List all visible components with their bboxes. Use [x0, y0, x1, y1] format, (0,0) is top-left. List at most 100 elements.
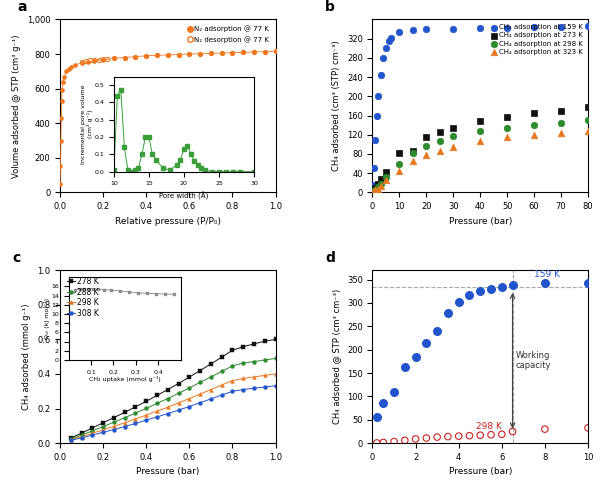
CH₄ adsorption at 273 K	[475, 117, 485, 125]
298 K	[250, 374, 257, 380]
Line: 288 K: 288 K	[69, 356, 277, 441]
298 K	[272, 371, 279, 377]
Point	[400, 364, 410, 372]
278 K	[121, 410, 128, 415]
CH₄ adsorption at 273 K	[502, 112, 512, 120]
Point	[540, 425, 550, 433]
298 K	[143, 412, 150, 418]
CH₄ adsorption at 159 K	[381, 44, 391, 52]
288 K	[110, 419, 118, 425]
CH₄ adsorption at 298 K	[369, 187, 379, 195]
CH₄ adsorption at 323 K	[369, 187, 379, 195]
Point	[411, 435, 421, 443]
298 K	[186, 395, 193, 401]
308 K	[239, 387, 247, 393]
298 K	[261, 373, 268, 378]
CH₄ adsorption at 159 K	[384, 37, 394, 45]
298 K	[121, 420, 128, 426]
Y-axis label: CH₄ adsorbed @ STP (cm³ cm⁻³): CH₄ adsorbed @ STP (cm³ cm⁻³)	[332, 289, 341, 424]
278 K	[89, 425, 96, 431]
CH₄ adsorption at 298 K	[395, 160, 404, 168]
Legend: CH₄ adsorption at 159 K, CH₄ adsorption at 273 K, CH₄ adsorption at 298 K, CH₄ a: CH₄ adsorption at 159 K, CH₄ adsorption …	[490, 23, 584, 56]
Text: 159 K: 159 K	[534, 270, 560, 279]
278 K	[164, 387, 172, 393]
CH₄ adsorption at 298 K	[449, 132, 458, 140]
308 K	[196, 400, 203, 406]
298 K	[207, 387, 214, 393]
Point	[486, 285, 496, 293]
308 K	[110, 427, 118, 432]
298 K	[154, 408, 161, 414]
CH₄ adsorption at 323 K	[556, 129, 566, 137]
308 K	[143, 417, 150, 423]
278 K	[78, 430, 85, 436]
308 K	[272, 383, 279, 389]
278 K	[272, 337, 279, 342]
CH₄ adsorption at 298 K	[529, 121, 539, 129]
CH₄ adsorption at 159 K	[369, 165, 379, 172]
CH₄ adsorption at 273 K	[529, 109, 539, 117]
278 K	[196, 368, 203, 374]
CH₄ adsorption at 323 K	[368, 188, 378, 196]
298 K	[78, 434, 85, 440]
298 K	[67, 437, 74, 443]
Line: 308 K: 308 K	[69, 384, 277, 442]
Point	[372, 413, 382, 421]
CH₄ adsorption at 273 K	[408, 147, 418, 154]
CH₄ adsorption at 298 K	[373, 183, 383, 191]
CH₄ adsorption at 273 K	[376, 175, 385, 183]
CH₄ adsorption at 323 K	[422, 151, 431, 159]
Line: 298 K: 298 K	[69, 372, 277, 442]
CH₄ adsorption at 323 K	[502, 133, 512, 141]
X-axis label: Pressure (bar): Pressure (bar)	[449, 217, 512, 225]
CH₄ adsorption at 273 K	[583, 103, 593, 111]
Point	[497, 282, 506, 290]
278 K	[218, 355, 225, 360]
288 K	[78, 432, 85, 438]
CH₄ adsorption at 159 K	[395, 29, 404, 37]
CH₄ adsorption at 273 K	[381, 169, 391, 176]
CH₄ adsorption at 159 K	[379, 54, 388, 62]
278 K	[67, 435, 74, 441]
CH₄ adsorption at 159 K	[475, 24, 485, 32]
288 K	[154, 400, 161, 406]
298 K	[218, 382, 225, 388]
CH₄ adsorption at 273 K	[368, 187, 378, 195]
Point	[508, 281, 517, 289]
Point	[464, 432, 474, 440]
278 K	[110, 414, 118, 420]
278 K	[143, 398, 150, 404]
CH₄ adsorption at 159 K	[408, 26, 418, 34]
Point	[497, 431, 506, 438]
288 K	[207, 374, 214, 380]
298 K	[89, 431, 96, 436]
288 K	[250, 358, 257, 364]
Point	[411, 353, 421, 360]
278 K	[261, 338, 268, 344]
Point	[583, 279, 593, 287]
288 K	[164, 395, 172, 401]
298 K	[164, 404, 172, 410]
Text: c: c	[13, 251, 21, 264]
278 K	[154, 393, 161, 398]
CH₄ adsorption at 298 K	[381, 173, 391, 181]
Text: b: b	[325, 0, 335, 14]
288 K	[239, 360, 247, 366]
288 K	[218, 369, 225, 375]
308 K	[67, 437, 74, 443]
CH₄ adsorption at 298 K	[376, 180, 385, 187]
308 K	[132, 421, 139, 427]
278 K	[100, 420, 107, 426]
278 K	[207, 361, 214, 367]
308 K	[164, 411, 172, 416]
Point	[454, 432, 463, 440]
308 K	[250, 385, 257, 391]
CH₄ adsorption at 159 K	[372, 112, 382, 119]
CH₄ adsorption at 298 K	[408, 149, 418, 157]
Point	[475, 287, 485, 295]
278 K	[229, 347, 236, 353]
X-axis label: Pressure (bar): Pressure (bar)	[449, 468, 512, 476]
CH₄ adsorption at 159 K	[386, 34, 396, 41]
308 K	[218, 392, 225, 398]
CH₄ adsorption at 273 K	[449, 124, 458, 131]
